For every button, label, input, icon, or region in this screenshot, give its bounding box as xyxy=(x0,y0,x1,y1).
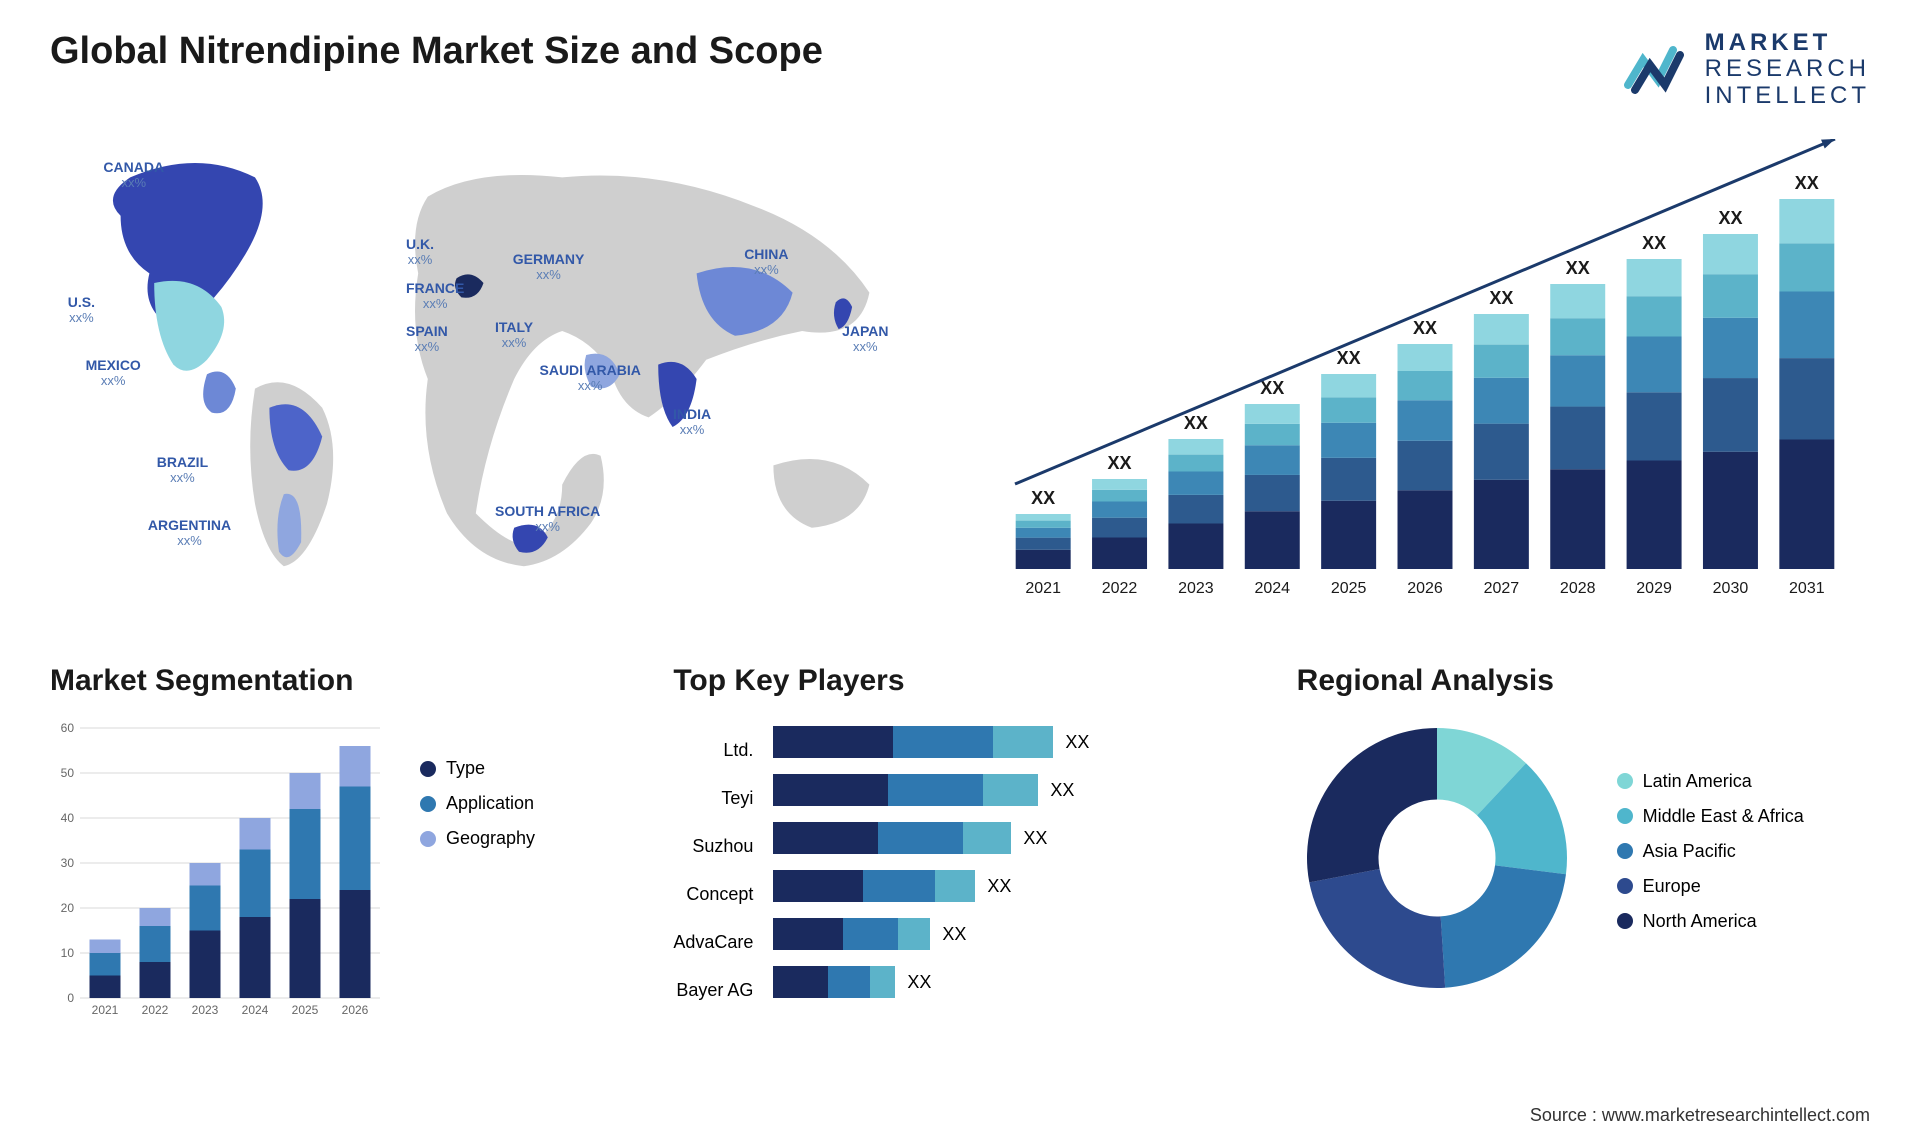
svg-text:2025: 2025 xyxy=(292,1003,319,1017)
svg-text:20: 20 xyxy=(61,901,75,915)
svg-text:2021: 2021 xyxy=(1025,580,1061,597)
segmentation-legend: Type Application Geography xyxy=(420,718,535,1028)
svg-text:50: 50 xyxy=(61,766,75,780)
legend-item: Latin America xyxy=(1617,771,1804,792)
segmentation-title: Market Segmentation xyxy=(50,664,623,698)
segmentation-chart: 0 10 20 30 40 50 60 2021 2022 2023 2024 2025 2026 xyxy=(50,718,390,1028)
player-value: XX xyxy=(1065,732,1089,753)
player-value: XX xyxy=(1050,780,1074,801)
regional-donut-chart xyxy=(1297,718,1577,998)
player-value: XX xyxy=(1023,828,1047,849)
map-label: MEXICOxx% xyxy=(86,357,141,388)
legend-item: Geography xyxy=(420,828,535,849)
player-value: XX xyxy=(942,924,966,945)
svg-text:10: 10 xyxy=(61,946,75,960)
svg-text:0: 0 xyxy=(67,991,74,1005)
svg-text:2023: 2023 xyxy=(192,1003,219,1017)
svg-text:2026: 2026 xyxy=(342,1003,369,1017)
player-labels: Ltd.TeyiSuzhouConceptAdvaCareBayer AG xyxy=(673,718,753,1014)
player-row: XX xyxy=(773,766,1246,814)
svg-text:XX: XX xyxy=(1489,288,1513,308)
svg-text:XX: XX xyxy=(1413,318,1437,338)
svg-text:2022: 2022 xyxy=(1102,580,1138,597)
player-row: XX xyxy=(773,958,1246,1006)
player-name: AdvaCare xyxy=(673,918,753,966)
svg-text:XX: XX xyxy=(1031,488,1055,508)
player-row: XX xyxy=(773,718,1246,766)
svg-text:2027: 2027 xyxy=(1484,580,1520,597)
segmentation-panel: Market Segmentation 0 10 20 30 40 50 60 2021 20… xyxy=(50,664,623,1028)
legend-item: Type xyxy=(420,758,535,779)
svg-text:60: 60 xyxy=(61,721,75,735)
logo-line1: MARKET xyxy=(1705,30,1870,56)
player-name: Ltd. xyxy=(673,726,753,774)
map-label: CANADAxx% xyxy=(103,159,164,190)
svg-text:30: 30 xyxy=(61,856,75,870)
svg-text:2024: 2024 xyxy=(242,1003,269,1017)
world-map-panel: CANADAxx% U.S.xx% MEXICOxx% BRAZILxx% ARGENT… xyxy=(50,139,940,624)
growth-bar-chart: XX 2021 XX 2022 XX 2023 XX 2024 XX 2025 XX 2026 XX 20… xyxy=(980,139,1870,619)
player-row: XX xyxy=(773,910,1246,958)
legend-item: Middle East & Africa xyxy=(1617,806,1804,827)
legend-item: Europe xyxy=(1617,876,1804,897)
svg-text:40: 40 xyxy=(61,811,75,825)
player-row: XX xyxy=(773,814,1246,862)
logo-line3: INTELLECT xyxy=(1705,83,1870,109)
logo-icon xyxy=(1623,40,1693,100)
regional-panel: Regional Analysis Latin America Middle Ea… xyxy=(1297,664,1870,1028)
legend-item: Asia Pacific xyxy=(1617,841,1804,862)
svg-text:2024: 2024 xyxy=(1254,580,1290,597)
svg-text:2030: 2030 xyxy=(1713,580,1749,597)
svg-text:XX: XX xyxy=(1718,208,1742,228)
svg-text:XX: XX xyxy=(1642,233,1666,253)
svg-text:XX: XX xyxy=(1337,348,1361,368)
map-label: ARGENTINAxx% xyxy=(148,517,231,548)
svg-text:2023: 2023 xyxy=(1178,580,1214,597)
map-label: SPAINxx% xyxy=(406,323,448,354)
player-name: Bayer AG xyxy=(673,966,753,1014)
brand-logo: MARKET RESEARCH INTELLECT xyxy=(1623,30,1870,109)
svg-text:2026: 2026 xyxy=(1407,580,1443,597)
player-name: Concept xyxy=(673,870,753,918)
players-title: Top Key Players xyxy=(673,664,1246,698)
growth-chart-panel: XX 2021 XX 2022 XX 2023 XX 2024 XX 2025 XX 2026 XX 20… xyxy=(980,139,1870,624)
map-label: ITALYxx% xyxy=(495,319,533,350)
map-label: U.K.xx% xyxy=(406,236,434,267)
page-title: Global Nitrendipine Market Size and Scop… xyxy=(50,30,823,73)
svg-text:2029: 2029 xyxy=(1636,580,1672,597)
player-bars-chart: XX XX XX XX XX XX xyxy=(773,718,1246,1014)
map-label: CHINAxx% xyxy=(744,246,788,277)
svg-text:2028: 2028 xyxy=(1560,580,1596,597)
source-attribution: Source : www.marketresearchintellect.com xyxy=(1530,1105,1870,1126)
player-value: XX xyxy=(907,972,931,993)
logo-line2: RESEARCH xyxy=(1705,56,1870,82)
svg-text:XX: XX xyxy=(1108,453,1132,473)
map-label: SAUDI ARABIAxx% xyxy=(540,362,641,393)
svg-text:XX: XX xyxy=(1795,173,1819,193)
svg-text:2031: 2031 xyxy=(1789,580,1825,597)
svg-text:XX: XX xyxy=(1260,378,1284,398)
player-row: XX xyxy=(773,862,1246,910)
player-name: Teyi xyxy=(673,774,753,822)
legend-item: North America xyxy=(1617,911,1804,932)
regional-title: Regional Analysis xyxy=(1297,664,1870,698)
map-label: GERMANYxx% xyxy=(513,251,585,282)
map-label: INDIAxx% xyxy=(673,406,711,437)
svg-text:XX: XX xyxy=(1566,258,1590,278)
svg-text:2025: 2025 xyxy=(1331,580,1367,597)
svg-text:XX: XX xyxy=(1184,413,1208,433)
players-panel: Top Key Players Ltd.TeyiSuzhouConceptAdv… xyxy=(673,664,1246,1028)
map-label: BRAZILxx% xyxy=(157,454,208,485)
map-label: JAPANxx% xyxy=(842,323,888,354)
player-value: XX xyxy=(987,876,1011,897)
regional-legend: Latin America Middle East & Africa Asia Pa… xyxy=(1617,771,1804,946)
map-label: SOUTH AFRICAxx% xyxy=(495,503,600,534)
svg-text:2021: 2021 xyxy=(92,1003,119,1017)
svg-text:2022: 2022 xyxy=(142,1003,169,1017)
player-name: Suzhou xyxy=(673,822,753,870)
map-label: FRANCExx% xyxy=(406,280,464,311)
map-label: U.S.xx% xyxy=(68,294,95,325)
legend-item: Application xyxy=(420,793,535,814)
